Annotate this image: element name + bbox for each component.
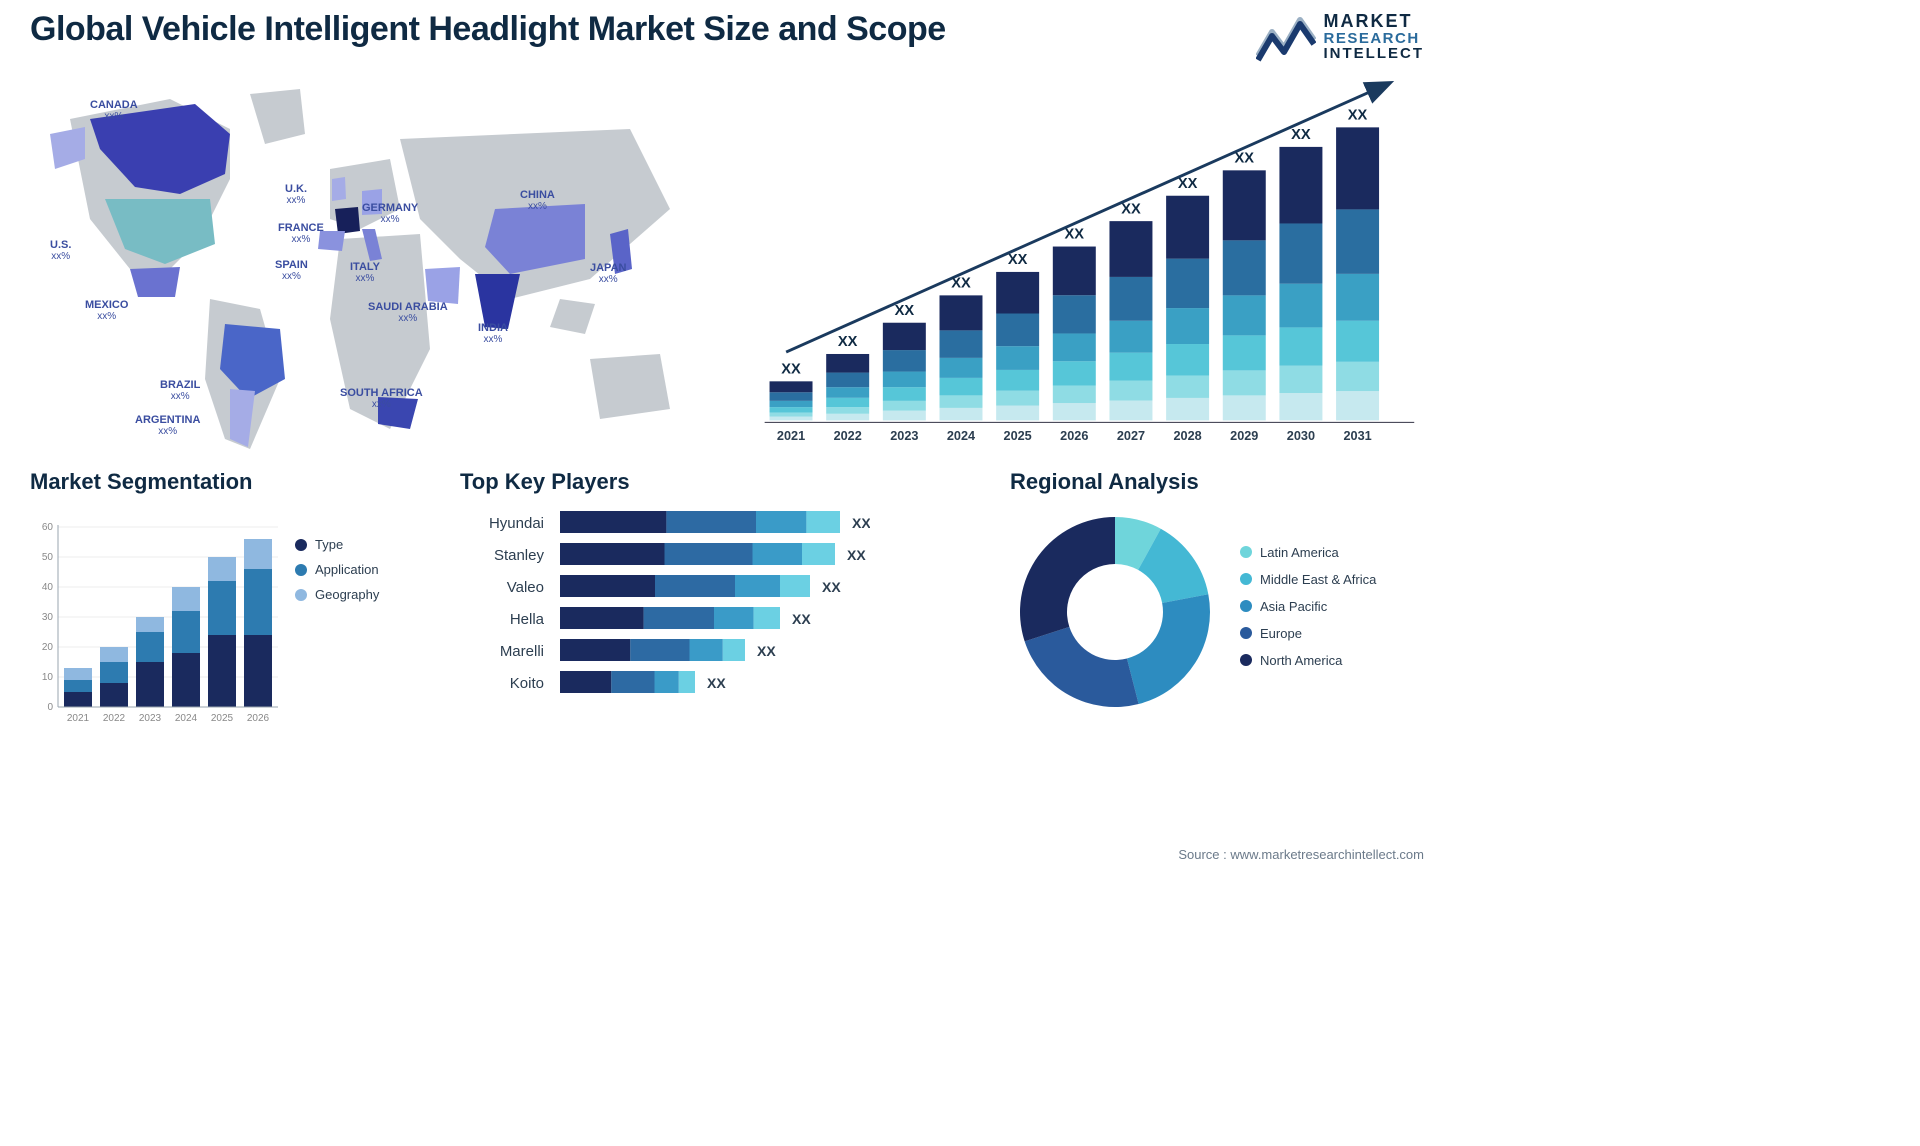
svg-text:2029: 2029 [1230,429,1258,443]
legend-item: Geography [295,587,430,602]
svg-text:XX: XX [1348,108,1368,124]
map-label: JAPANxx% [590,262,626,285]
player-label: Stanley [460,543,550,575]
svg-text:XX: XX [1178,176,1198,192]
map-label: MEXICOxx% [85,299,128,322]
svg-text:XX: XX [895,303,915,319]
legend-item: Europe [1240,626,1376,641]
svg-text:2026: 2026 [247,713,270,724]
svg-text:2025: 2025 [211,713,234,724]
svg-text:XX: XX [1291,127,1311,143]
svg-text:10: 10 [42,672,54,683]
map-label: U.S.xx% [50,239,71,262]
svg-text:XX: XX [822,579,841,595]
svg-text:2030: 2030 [1287,429,1315,443]
map-label: CHINAxx% [520,189,555,212]
segmentation-legend: Type Application Geography [295,507,430,727]
svg-text:2021: 2021 [777,429,805,443]
svg-text:40: 40 [42,582,54,593]
segmentation-chart: 2021 2022 2023 2024 2025 2026 0 10 20 30 40 50 60 [30,507,280,727]
svg-text:2023: 2023 [890,429,918,443]
svg-text:2024: 2024 [175,713,198,724]
regional-donut [1010,507,1220,717]
legend-item: Application [295,562,430,577]
logo-text-3: INTELLECT [1324,46,1425,62]
legend-item: Asia Pacific [1240,599,1376,614]
player-label: Hella [460,607,550,639]
map-label: SPAINxx% [275,259,308,282]
svg-text:XX: XX [1008,252,1028,268]
regional-panel: Regional Analysis Latin America Middle Ea… [1010,469,1424,727]
map-label: FRANCExx% [278,222,324,245]
page-title: Global Vehicle Intelligent Headlight Mar… [30,10,946,49]
svg-text:60: 60 [42,522,54,533]
svg-text:XX: XX [847,547,866,563]
svg-text:2022: 2022 [834,429,862,443]
logo: MARKET RESEARCH INTELLECT [1256,10,1425,64]
svg-text:50: 50 [42,552,54,563]
legend-item: Latin America [1240,545,1376,560]
map-label: SAUDI ARABIAxx% [368,301,448,324]
map-label: ITALYxx% [350,261,380,284]
players-panel: Top Key Players HyundaiStanleyValeoHella… [460,469,980,727]
svg-text:2028: 2028 [1173,429,1201,443]
logo-text-2: RESEARCH [1324,31,1425,47]
svg-text:XX: XX [792,611,811,627]
growth-chart-panel: 2021 2022 2023 2024 2025 2026 2027 2028 2029 2030… [750,79,1424,459]
svg-text:2027: 2027 [1117,429,1145,443]
players-title: Top Key Players [460,469,980,495]
player-label: Hyundai [460,511,550,543]
svg-text:2026: 2026 [1060,429,1088,443]
svg-text:0: 0 [47,702,53,713]
map-label: CANADAxx% [90,99,138,122]
svg-text:XX: XX [838,334,858,350]
svg-text:2023: 2023 [139,713,162,724]
svg-text:2024: 2024 [947,429,975,443]
svg-text:2031: 2031 [1343,429,1371,443]
map-label: BRAZILxx% [160,379,200,402]
svg-text:XX: XX [781,362,801,378]
svg-text:XX: XX [1235,151,1255,167]
regional-legend: Latin America Middle East & Africa Asia Pa… [1240,545,1376,680]
svg-text:20: 20 [42,642,54,653]
svg-text:XX: XX [757,643,776,659]
players-labels: HyundaiStanleyValeoHellaMarelliKoito [460,507,550,707]
svg-text:2021: 2021 [67,713,90,724]
svg-text:2022: 2022 [103,713,126,724]
world-map-panel: CANADAxx% U.S.xx% MEXICOxx% BRAZILxx% ARGENT… [30,79,710,459]
map-label: INDIAxx% [478,322,508,345]
source-label: Source : www.marketresearchintellect.com [1178,847,1424,862]
svg-text:XX: XX [707,675,726,691]
legend-item: Type [295,537,430,552]
map-label: ARGENTINAxx% [135,414,200,437]
svg-text:2025: 2025 [1004,429,1032,443]
legend-item: North America [1240,653,1376,668]
svg-text:XX: XX [852,515,870,531]
segmentation-title: Market Segmentation [30,469,430,495]
segmentation-panel: Market Segmentation 2021 2022 2023 2024 2025… [30,469,430,727]
svg-text:XX: XX [1065,227,1085,243]
player-label: Valeo [460,575,550,607]
legend-item: Middle East & Africa [1240,572,1376,587]
players-chart: XX XX XX XX XX XX [560,507,870,707]
svg-text:XX: XX [1121,201,1141,217]
svg-text:XX: XX [951,276,971,292]
growth-chart: 2021 2022 2023 2024 2025 2026 2027 2028 2029 2030… [750,79,1424,459]
player-label: Marelli [460,639,550,671]
map-label: SOUTH AFRICAxx% [340,387,423,410]
logo-icon [1256,10,1316,64]
player-label: Koito [460,671,550,703]
logo-text-1: MARKET [1324,12,1425,31]
map-label: U.K.xx% [285,183,307,206]
regional-title: Regional Analysis [1010,469,1424,495]
svg-text:30: 30 [42,612,54,623]
map-label: GERMANYxx% [362,202,418,225]
